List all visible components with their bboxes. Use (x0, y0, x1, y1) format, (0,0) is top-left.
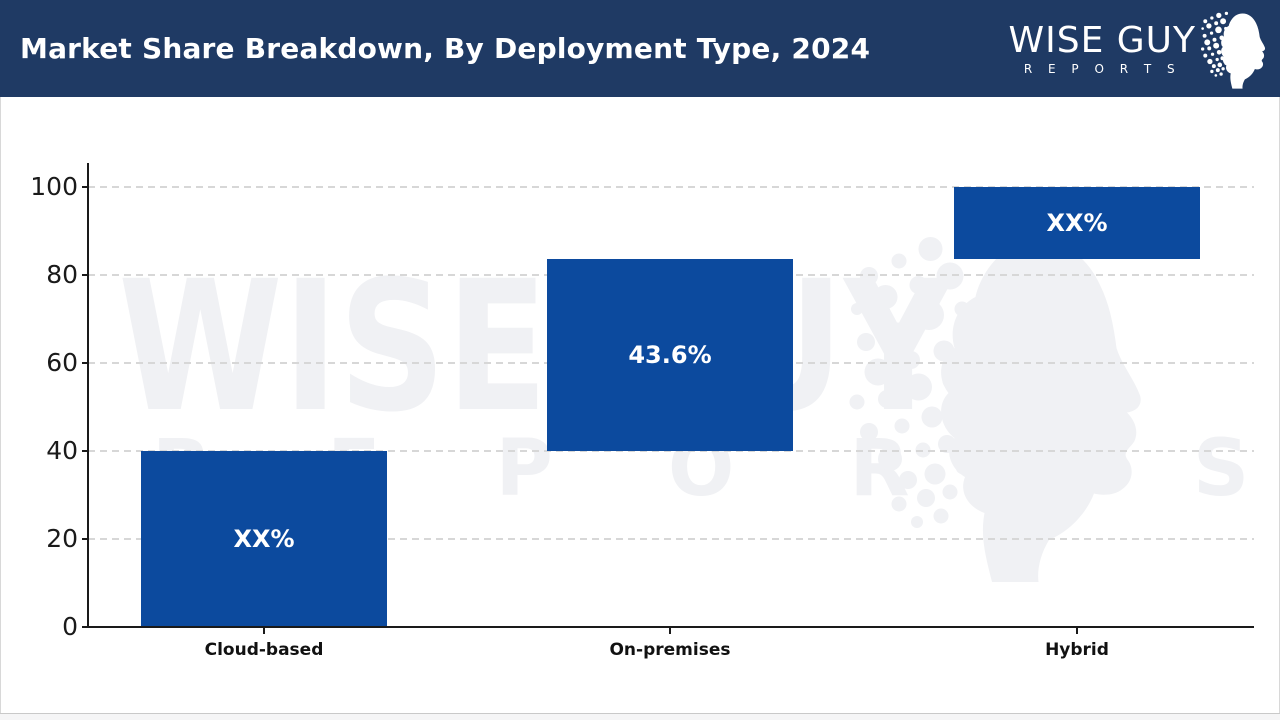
header-bar: Market Share Breakdown, By Deployment Ty… (0, 0, 1280, 97)
x-category-label: Hybrid (1045, 640, 1109, 660)
y-tick-label: 80 (46, 260, 78, 289)
y-tick-label: 0 (62, 612, 78, 641)
figure-bottom-strip (0, 714, 1280, 720)
gridline-40 (88, 450, 1254, 452)
y-tick-label: 100 (30, 172, 78, 201)
y-tick-label: 60 (46, 348, 78, 377)
y-tick-60 (82, 362, 88, 364)
y-tick-100 (82, 186, 88, 188)
page-title: Market Share Breakdown, By Deployment Ty… (20, 32, 871, 65)
y-axis (87, 163, 89, 628)
y-tick-label: 20 (46, 524, 78, 553)
x-tick-2 (669, 628, 671, 634)
watermark-wordmark: WISE GUY (118, 243, 953, 452)
y-tick-0 (82, 626, 88, 628)
bar-hybrid: XX% (954, 187, 1200, 259)
gridline-20 (88, 538, 1254, 540)
bar-value-label: XX% (233, 525, 295, 553)
x-category-label: On-premises (609, 640, 731, 660)
logo-reports-text: R E P O R T S (1023, 61, 1181, 76)
y-tick-40 (82, 450, 88, 452)
wiseguy-head-icon (1200, 11, 1266, 89)
figure-border-left (0, 97, 1, 714)
logo-wordmark: WISE GUY (1008, 19, 1196, 61)
x-axis (88, 626, 1254, 628)
bar-value-label: 43.6% (628, 341, 712, 369)
x-tick-1 (263, 628, 265, 634)
y-tick-label: 40 (46, 436, 78, 465)
bar-cloud-based: XX% (141, 451, 387, 627)
bar-on-premises: 43.6% (547, 259, 793, 451)
bar-value-label: XX% (1046, 209, 1108, 237)
wiseguy-logo: WISE GUY R E P O R T S (1009, 0, 1267, 97)
y-tick-20 (82, 538, 88, 540)
x-tick-3 (1076, 628, 1078, 634)
figure-border-bottom (0, 713, 1280, 714)
gridline-100 (88, 186, 1254, 188)
wiseguy-head-watermark-icon (849, 232, 1141, 582)
wiseguy-logo-text: WISE GUY R E P O R T S (1008, 19, 1197, 76)
x-category-label: Cloud-based (204, 640, 324, 660)
y-tick-80 (82, 274, 88, 276)
